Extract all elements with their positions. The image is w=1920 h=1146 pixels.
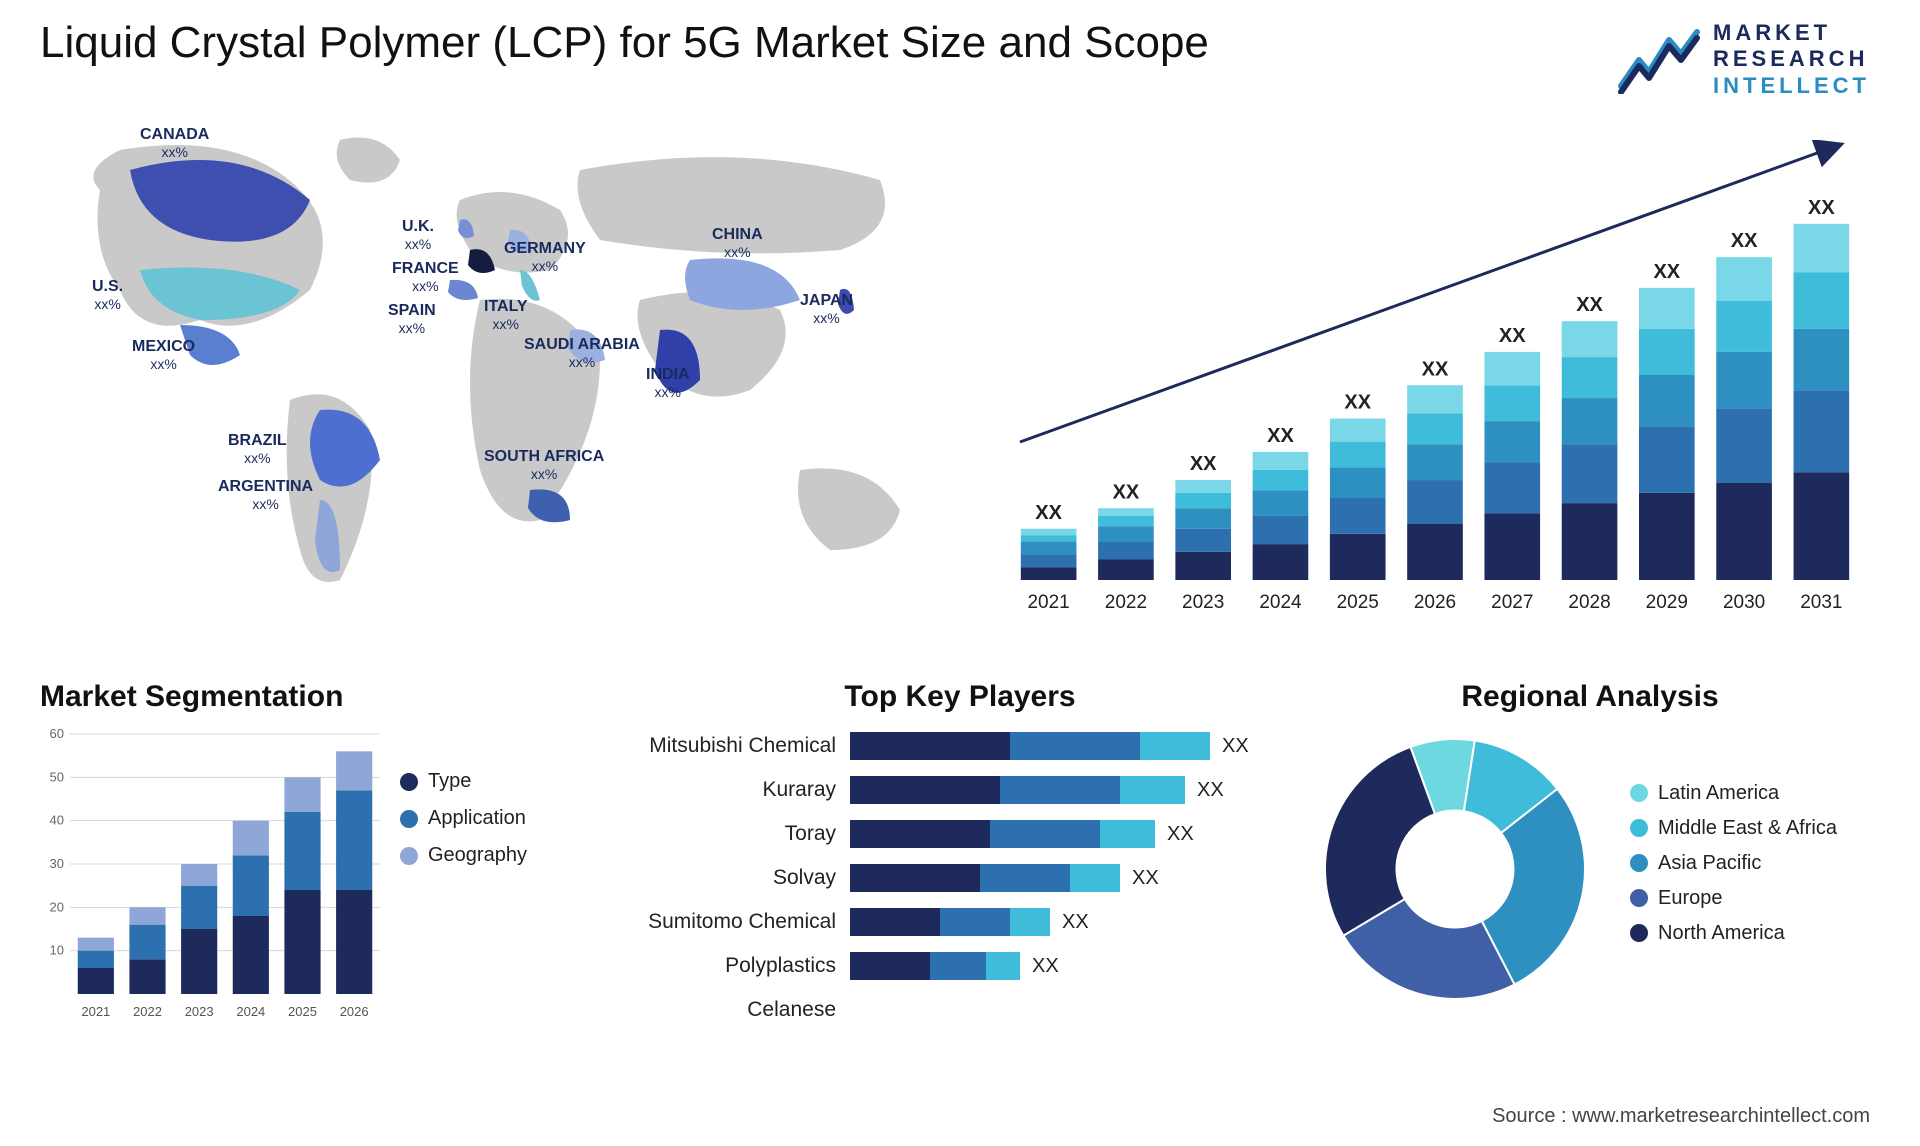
player-value: XX — [1222, 735, 1249, 758]
svg-text:2021: 2021 — [81, 1004, 110, 1019]
svg-text:60: 60 — [50, 726, 64, 741]
legend-item: Asia Pacific — [1630, 852, 1837, 875]
brand-logo: MARKET RESEARCH INTELLECT — [1617, 20, 1870, 99]
map-label: SPAINxx% — [388, 302, 436, 337]
svg-text:2024: 2024 — [236, 1004, 265, 1019]
svg-text:XX: XX — [1344, 392, 1371, 414]
logo-line3: INTELLECT — [1713, 73, 1870, 99]
svg-text:20: 20 — [50, 899, 64, 914]
regional-legend: Latin America Middle East & Africa Asia Pa… — [1630, 782, 1837, 957]
svg-text:2031: 2031 — [1800, 592, 1842, 613]
player-value: XX — [1197, 779, 1224, 802]
svg-text:XX: XX — [1731, 230, 1758, 252]
map-label: JAPANxx% — [800, 292, 853, 327]
player-row — [850, 988, 1300, 1032]
player-row: XX — [850, 724, 1300, 768]
svg-text:XX: XX — [1653, 261, 1680, 283]
svg-text:2025: 2025 — [1337, 592, 1379, 613]
source-label: Source : www.marketresearchintellect.com — [1492, 1105, 1870, 1128]
map-label: CHINAxx% — [712, 226, 763, 261]
svg-text:10: 10 — [50, 943, 64, 958]
svg-text:XX: XX — [1190, 453, 1217, 475]
player-row: XX — [850, 900, 1300, 944]
map-label: U.S.xx% — [92, 278, 123, 313]
svg-text:2025: 2025 — [288, 1004, 317, 1019]
legend-item: Type — [400, 770, 527, 793]
map-label: ITALYxx% — [484, 298, 528, 333]
legend-item: Application — [400, 807, 527, 830]
svg-text:2021: 2021 — [1027, 592, 1069, 613]
map-label: ARGENTINAxx% — [218, 478, 313, 513]
map-label: MEXICOxx% — [132, 338, 195, 373]
player-name: Polyplastics — [620, 944, 850, 988]
logo-line2: RESEARCH — [1713, 46, 1870, 72]
player-row: XX — [850, 768, 1300, 812]
regional-section: Regional Analysis Latin America Middle Ea… — [1310, 680, 1870, 1014]
player-name: Celanese — [620, 988, 850, 1032]
map-label: FRANCExx% — [392, 260, 459, 295]
player-value: XX — [1032, 955, 1059, 978]
legend-item: North America — [1630, 922, 1837, 945]
svg-text:2027: 2027 — [1491, 592, 1533, 613]
svg-text:2023: 2023 — [1182, 592, 1224, 613]
market-size-chart: XX 2021 XX 2022 XX 2023 XX 2024 XX 2025 XX 2026 XX 20… — [990, 140, 1870, 620]
regional-title: Regional Analysis — [1310, 680, 1870, 714]
player-name: Solvay — [620, 856, 850, 900]
legend-item: Geography — [400, 844, 527, 867]
players-names: Mitsubishi ChemicalKurarayToraySolvaySum… — [620, 724, 850, 1032]
svg-text:50: 50 — [50, 769, 64, 784]
svg-text:XX: XX — [1267, 425, 1294, 447]
svg-text:XX: XX — [1035, 502, 1062, 524]
svg-text:2022: 2022 — [1105, 592, 1147, 613]
svg-text:XX: XX — [1808, 197, 1835, 219]
segmentation-title: Market Segmentation — [40, 680, 560, 714]
legend-item: Latin America — [1630, 782, 1837, 805]
map-label: CANADAxx% — [140, 126, 209, 161]
player-value: XX — [1167, 823, 1194, 846]
player-name: Mitsubishi Chemical — [620, 724, 850, 768]
legend-item: Middle East & Africa — [1630, 817, 1837, 840]
players-title: Top Key Players — [620, 680, 1300, 714]
map-label: GERMANYxx% — [504, 240, 586, 275]
regional-donut-chart — [1310, 724, 1600, 1014]
svg-text:2022: 2022 — [133, 1004, 162, 1019]
player-row: XX — [850, 812, 1300, 856]
map-label: BRAZILxx% — [228, 432, 287, 467]
world-map: CANADAxx% U.S.xx% MEXICOxx% BRAZILxx% ARGENT… — [40, 120, 940, 630]
legend-item: Europe — [1630, 887, 1837, 910]
player-value: XX — [1132, 867, 1159, 890]
player-name: Kuraray — [620, 768, 850, 812]
player-row: XX — [850, 944, 1300, 988]
players-section: Top Key Players Mitsubishi ChemicalKurar… — [620, 680, 1300, 1032]
svg-text:2028: 2028 — [1568, 592, 1610, 613]
page-title: Liquid Crystal Polymer (LCP) for 5G Mark… — [40, 18, 1209, 68]
map-label: INDIAxx% — [646, 366, 690, 401]
svg-text:2029: 2029 — [1646, 592, 1688, 613]
svg-text:XX: XX — [1422, 358, 1449, 380]
map-label: U.K.xx% — [402, 218, 434, 253]
logo-line1: MARKET — [1713, 20, 1870, 46]
svg-text:XX: XX — [1499, 325, 1526, 347]
svg-text:2026: 2026 — [1414, 592, 1456, 613]
svg-text:40: 40 — [50, 813, 64, 828]
svg-text:2030: 2030 — [1723, 592, 1765, 613]
segmentation-legend: Type Application Geography — [400, 770, 527, 881]
logo-mark-icon — [1617, 26, 1701, 94]
map-label: SOUTH AFRICAxx% — [484, 448, 604, 483]
svg-text:2026: 2026 — [340, 1004, 369, 1019]
svg-text:XX: XX — [1113, 481, 1140, 503]
players-bars: XXXXXXXXXXXX — [850, 724, 1300, 1032]
player-row: XX — [850, 856, 1300, 900]
svg-text:2024: 2024 — [1259, 592, 1302, 613]
svg-text:30: 30 — [50, 856, 64, 871]
map-label: SAUDI ARABIAxx% — [524, 336, 640, 371]
player-value: XX — [1062, 911, 1089, 934]
segmentation-section: Market Segmentation 10 20 30 40 50 60 2021 2022… — [40, 680, 560, 1059]
svg-text:XX: XX — [1576, 294, 1603, 316]
svg-text:2023: 2023 — [185, 1004, 214, 1019]
player-name: Toray — [620, 812, 850, 856]
player-name: Sumitomo Chemical — [620, 900, 850, 944]
